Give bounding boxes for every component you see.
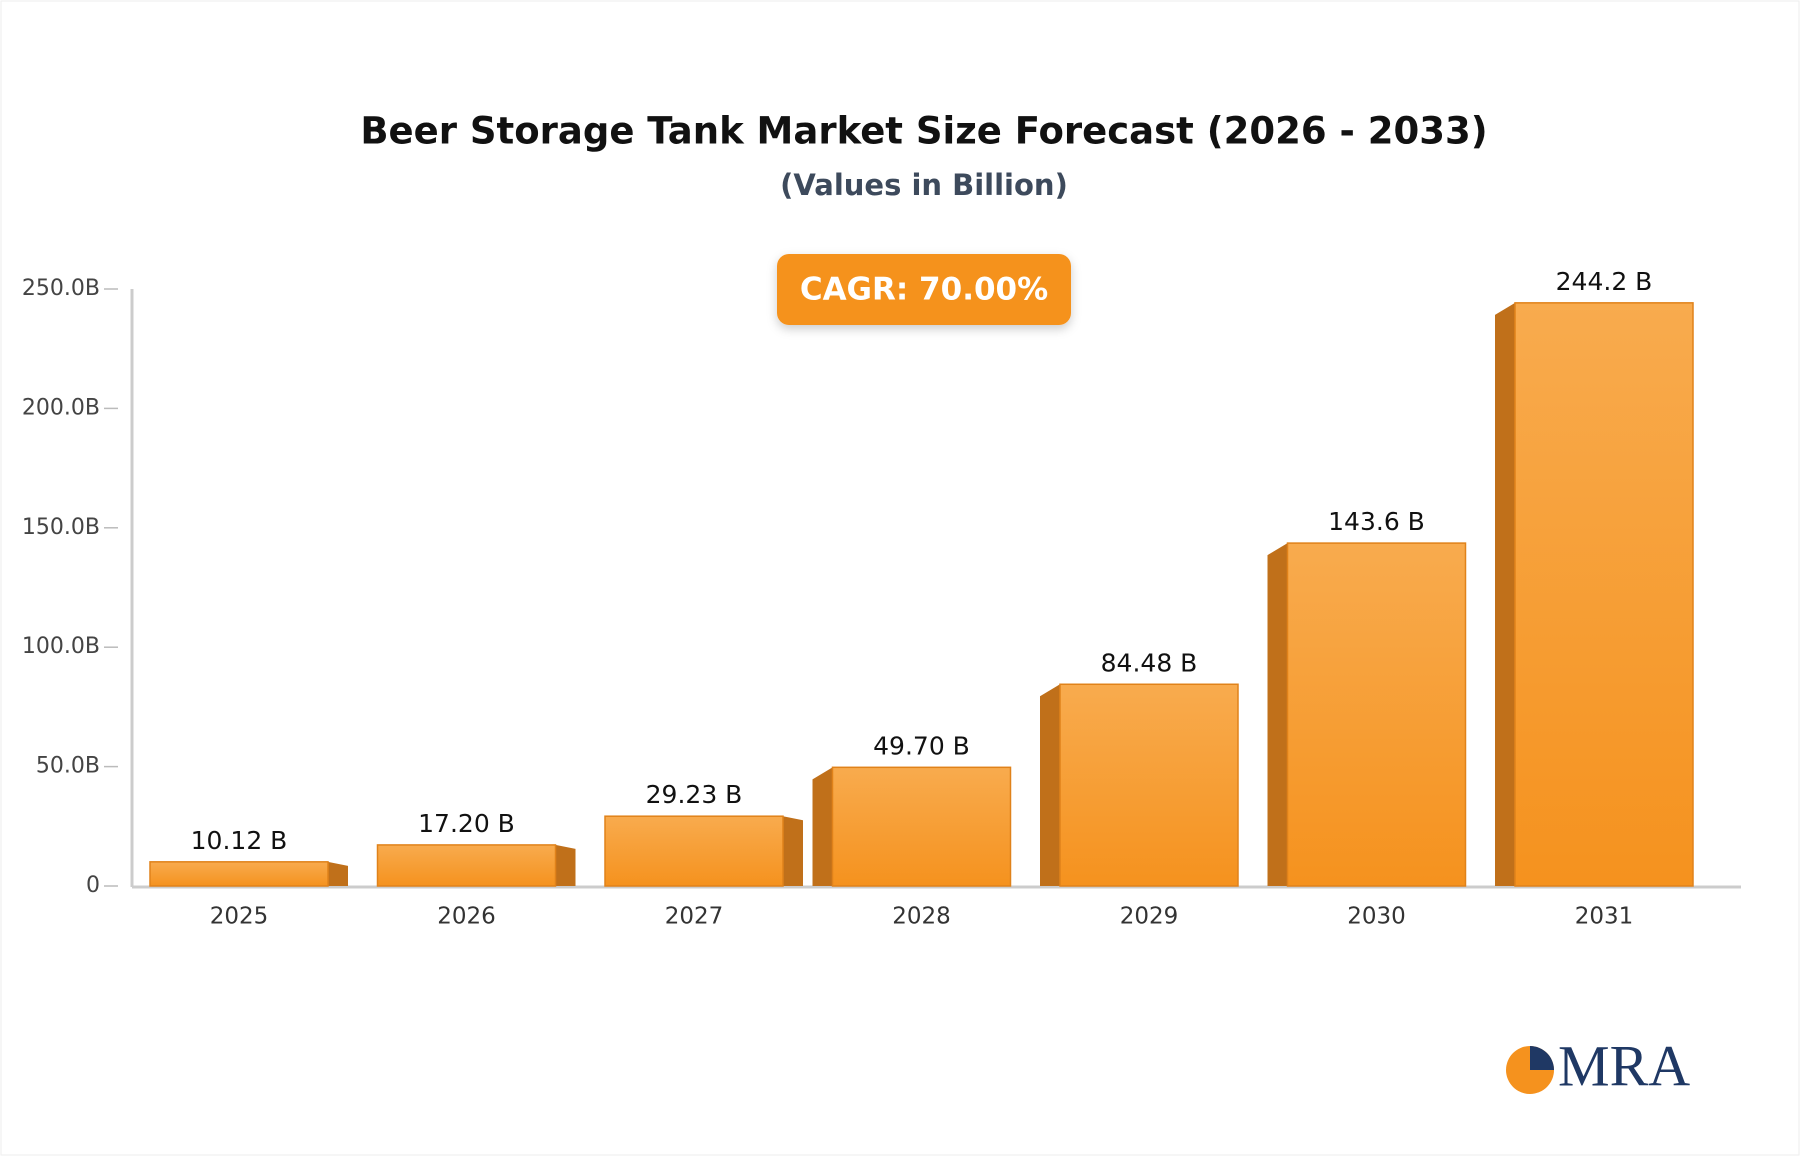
y-tick-label: 150.0B	[22, 515, 100, 540]
y-tick-label: 200.0B	[22, 395, 100, 420]
y-tick-label: 0	[86, 873, 100, 898]
bar	[1286, 542, 1467, 887]
bar	[1059, 683, 1239, 887]
chart-title: Beer Storage Tank Market Size Forecast (…	[360, 110, 1487, 153]
y-tick-label: 250.0B	[22, 276, 100, 301]
bar	[831, 766, 1012, 887]
logo-text: MRA	[1558, 1033, 1690, 1098]
value-label: 17.20 B	[418, 809, 515, 838]
x-tick-label: 2028	[892, 904, 951, 930]
bar	[149, 861, 329, 887]
x-tick-label: 2031	[1575, 904, 1634, 930]
bar	[604, 815, 784, 887]
cagr-badge	[777, 254, 1071, 325]
bar	[376, 844, 557, 887]
x-tick-label: 2026	[437, 904, 496, 930]
bar-side	[328, 861, 348, 886]
cagr-text: CAGR: 70.00%	[800, 272, 1048, 308]
value-label: 49.70 B	[873, 731, 970, 760]
value-label: 84.48 B	[1101, 648, 1198, 677]
bar	[1514, 302, 1694, 887]
value-label: 244.2 B	[1556, 267, 1653, 296]
bar-side	[555, 844, 576, 886]
x-tick-label: 2025	[210, 904, 269, 930]
y-tick-label: 50.0B	[36, 754, 100, 779]
x-tick-label: 2030	[1347, 904, 1406, 930]
bar-side	[1267, 543, 1288, 886]
logo-icon-slice	[1530, 1046, 1554, 1070]
value-label: 143.6 B	[1328, 507, 1425, 536]
value-label: 10.12 B	[191, 826, 288, 855]
y-tick-label: 100.0B	[22, 634, 100, 659]
value-label: 29.23 B	[646, 780, 743, 809]
bar-side	[783, 816, 803, 886]
chart-subtitle: (Values in Billion)	[780, 168, 1068, 202]
bar-side	[1040, 684, 1060, 886]
bar-side	[1495, 302, 1515, 886]
bar-side	[812, 767, 833, 886]
x-tick-label: 2029	[1120, 904, 1179, 930]
x-tick-label: 2027	[665, 904, 724, 930]
